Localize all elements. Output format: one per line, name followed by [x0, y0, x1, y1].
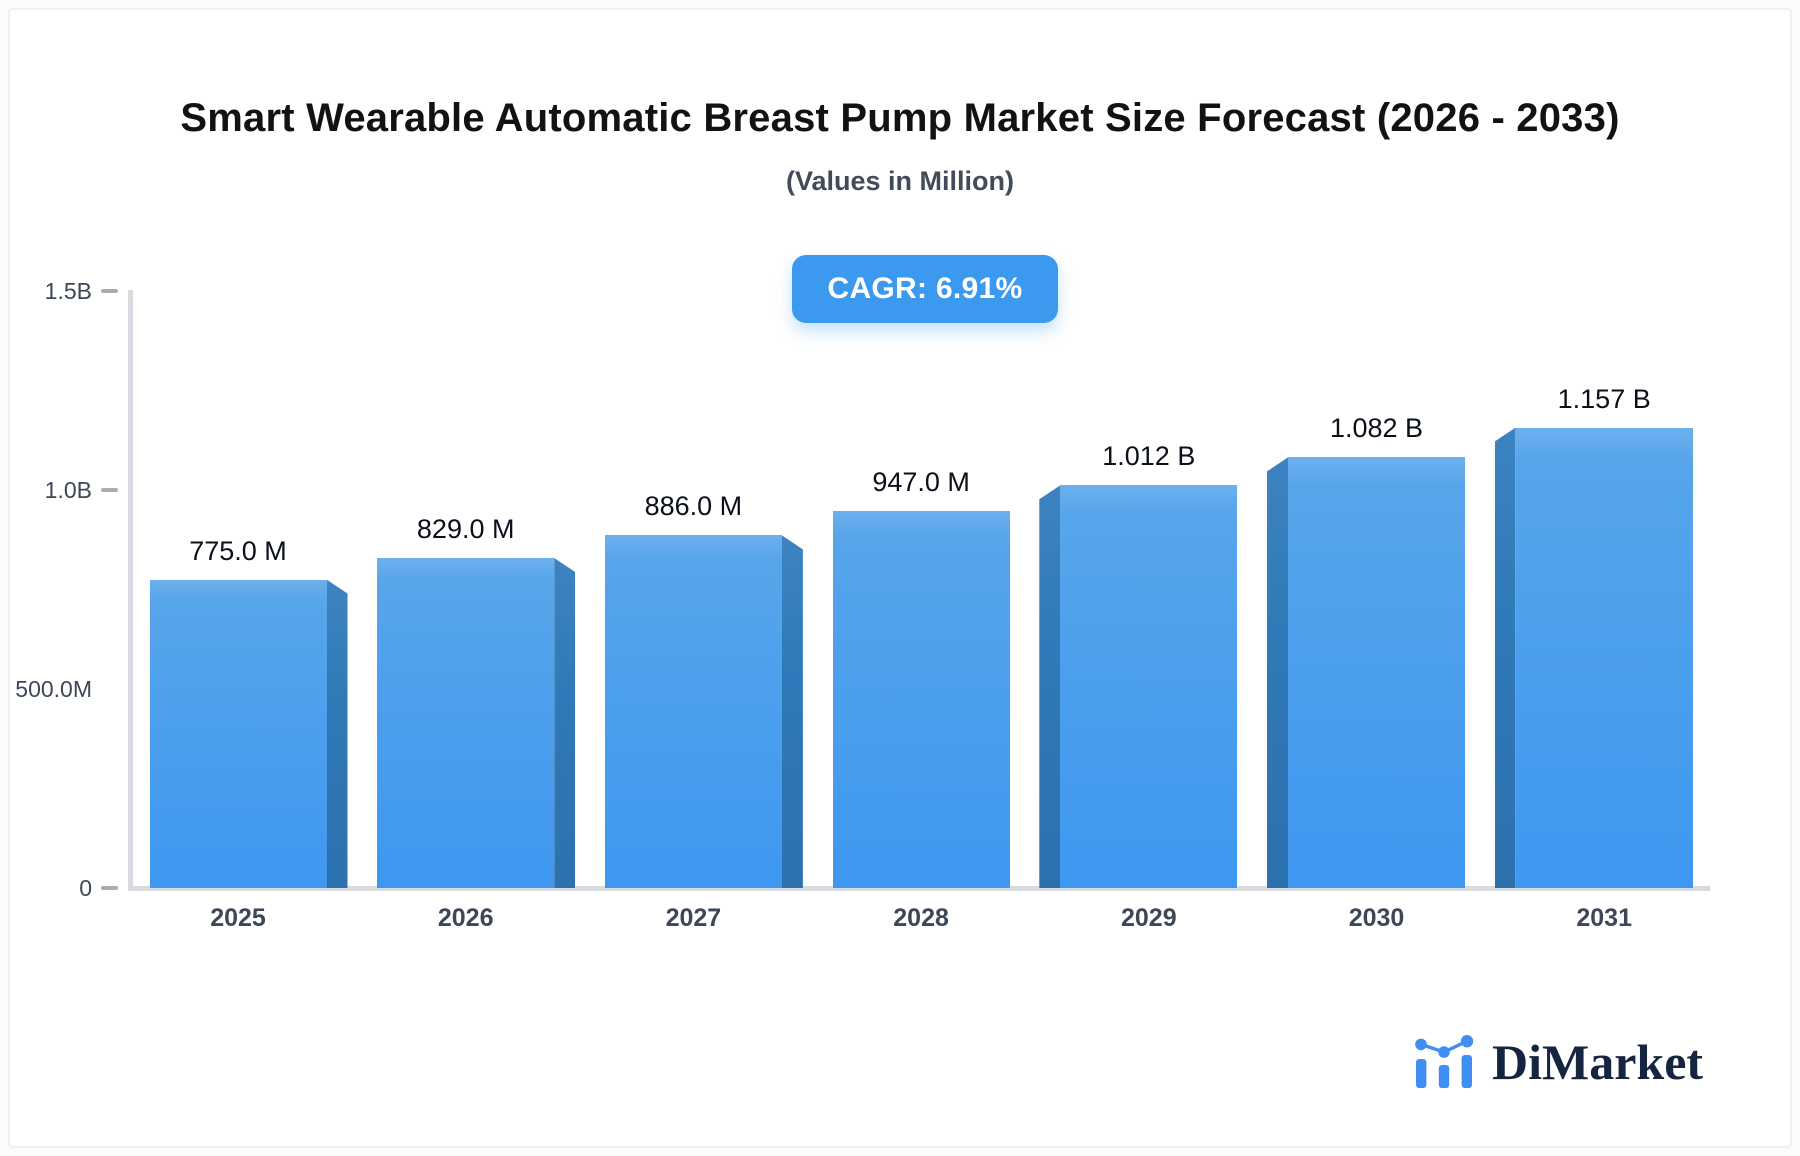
bar-value-label: 1.157 B — [1557, 383, 1651, 414]
y-axis-tick-label: 1.5B — [44, 278, 92, 304]
bar-value-label: 947.0 M — [872, 467, 970, 498]
y-axis-tick-dash — [101, 488, 118, 492]
chart-title: Smart Wearable Automatic Breast Pump Mar… — [180, 96, 1620, 140]
bar-2026 — [377, 558, 555, 888]
bar-3d-side-2027 — [781, 535, 803, 888]
bar-2028 — [832, 511, 1010, 888]
y-axis-tick-label: 0 — [79, 875, 92, 901]
cagr-badge-label: CAGR: 6.91% — [827, 272, 1023, 305]
mini-bar-chart-logo-icon — [1412, 1032, 1478, 1092]
bar-value-label: 886.0 M — [644, 491, 743, 522]
bar-3d-side-2029 — [1039, 485, 1061, 888]
bar-2031 — [1515, 427, 1693, 888]
x-axis-label: 2026 — [437, 904, 494, 932]
y-axis-tick-label: 1.0B — [44, 477, 92, 503]
bar-value-label: 1.012 B — [1102, 441, 1196, 472]
brand-logo: DiMarket — [1412, 1032, 1703, 1092]
bar-3d-side-2026 — [554, 558, 576, 888]
chart-subtitle: (Values in Million) — [785, 166, 1015, 196]
x-axis-label: 2027 — [665, 904, 722, 932]
bar-value-label: 1.082 B — [1329, 413, 1424, 444]
bar-2025 — [149, 579, 327, 888]
brand-name: DiMarket — [1492, 1034, 1704, 1090]
x-axis-label: 2031 — [1576, 904, 1632, 932]
bar-value-label: 775.0 M — [189, 535, 287, 566]
y-axis-tick-dash — [101, 289, 118, 293]
x-axis-label: 2028 — [893, 904, 949, 932]
bar-value-label: 829.0 M — [416, 514, 515, 545]
y-axis-tick-label: 500.0M — [15, 676, 92, 702]
y-axis-line — [128, 290, 133, 890]
x-axis-baseline — [128, 886, 1710, 891]
x-axis-label: 2025 — [210, 904, 266, 932]
bar-3d-side-2031 — [1494, 427, 1516, 888]
cagr-badge: CAGR: 6.91% — [792, 255, 1058, 323]
x-axis-label: 2029 — [1120, 904, 1177, 932]
bar-3d-side-2030 — [1267, 457, 1288, 888]
bar-2027 — [604, 535, 782, 888]
bar-2029 — [1060, 485, 1238, 888]
x-axis-label: 2030 — [1348, 904, 1405, 932]
bar-2030 — [1288, 457, 1465, 888]
y-axis-tick-dash — [101, 886, 118, 890]
bar-3d-side-2025 — [326, 579, 348, 888]
